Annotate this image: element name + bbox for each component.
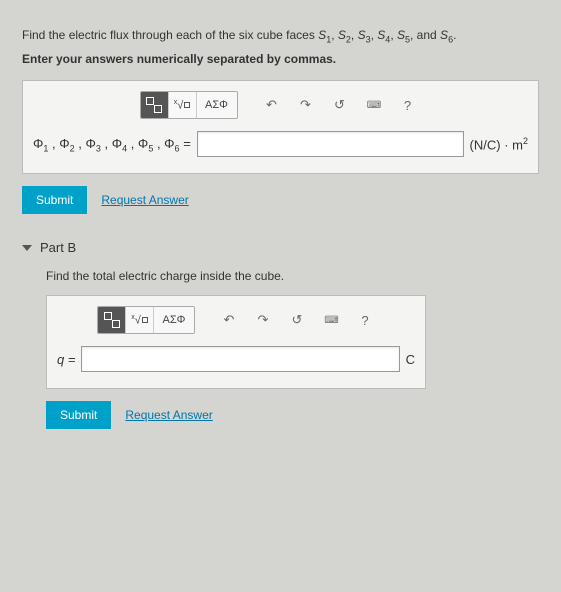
undo-btn[interactable]: ↶ — [258, 92, 286, 118]
equals-a: = — [183, 136, 191, 151]
lhs-b: q = — [57, 352, 75, 367]
question-line-1: Find the electric flux through each of t… — [22, 28, 539, 44]
answer-input-b[interactable] — [81, 346, 399, 372]
chevron-down-icon[interactable] — [22, 245, 32, 251]
fraction-btn[interactable] — [141, 92, 169, 118]
redo-btn[interactable]: ↷ — [292, 92, 320, 118]
redo-btn-b[interactable]: ↷ — [249, 307, 277, 333]
answer-frame-b: x√ ΑΣΦ ↶ ↷ ↺ ⌨ ? q = C — [46, 295, 426, 389]
greek-btn-b[interactable]: ΑΣΦ — [154, 307, 194, 333]
format-group-b: x√ ΑΣΦ — [97, 306, 195, 334]
submit-button-a[interactable]: Submit — [22, 186, 87, 214]
undo-btn-b[interactable]: ↶ — [215, 307, 243, 333]
reset-btn-b[interactable]: ↺ — [283, 307, 311, 333]
lhs-a: Φ1 , Φ2 , Φ3 , Φ4 , Φ5 , Φ6 = — [33, 136, 191, 154]
fraction-btn-b[interactable] — [98, 307, 126, 333]
request-answer-link-b[interactable]: Request Answer — [125, 408, 212, 422]
radical-btn-b[interactable]: x√ — [126, 307, 154, 333]
answer-frame-a: x√ ΑΣΦ ↶ ↷ ↺ ⌨ ? Φ1 , Φ2 , Φ3 , Φ4 , Φ5 … — [22, 80, 539, 174]
input-row-b: q = C — [57, 346, 415, 372]
keyboard-btn[interactable]: ⌨ — [360, 92, 388, 118]
part-b-header[interactable]: Part B — [22, 240, 539, 255]
part-b-title: Part B — [40, 240, 76, 255]
q1-post: . — [453, 28, 456, 42]
format-group: x√ ΑΣΦ — [140, 91, 238, 119]
reset-btn[interactable]: ↺ — [326, 92, 354, 118]
action-row-b: Submit Request Answer — [46, 401, 426, 429]
question-b: Find the total electric charge inside th… — [46, 269, 539, 283]
toolbar-b: x√ ΑΣΦ ↶ ↷ ↺ ⌨ ? — [97, 306, 415, 334]
part-a: Find the electric flux through each of t… — [22, 28, 539, 214]
units-pre-a: (N/C) · m — [470, 138, 523, 153]
question-line-2: Enter your answers numerically separated… — [22, 52, 539, 66]
submit-button-b[interactable]: Submit — [46, 401, 111, 429]
part-b-body: x√ ΑΣΦ ↶ ↷ ↺ ⌨ ? q = C Submit Request An… — [46, 295, 426, 429]
input-row-a: Φ1 , Φ2 , Φ3 , Φ4 , Φ5 , Φ6 = (N/C) · m2 — [33, 131, 528, 157]
units-a: (N/C) · m2 — [470, 136, 528, 152]
radical-btn[interactable]: x√ — [169, 92, 197, 118]
request-answer-link-a[interactable]: Request Answer — [101, 193, 188, 207]
units-sup-a: 2 — [523, 136, 528, 146]
help-btn[interactable]: ? — [394, 92, 422, 118]
action-row-a: Submit Request Answer — [22, 186, 539, 214]
answer-input-a[interactable] — [197, 131, 464, 157]
q1-pre: Find the electric flux through each of t… — [22, 28, 318, 42]
keyboard-btn-b[interactable]: ⌨ — [317, 307, 345, 333]
help-btn-b[interactable]: ? — [351, 307, 379, 333]
toolbar-a: x√ ΑΣΦ ↶ ↷ ↺ ⌨ ? — [33, 91, 528, 119]
greek-btn[interactable]: ΑΣΦ — [197, 92, 237, 118]
units-b: C — [406, 352, 415, 367]
